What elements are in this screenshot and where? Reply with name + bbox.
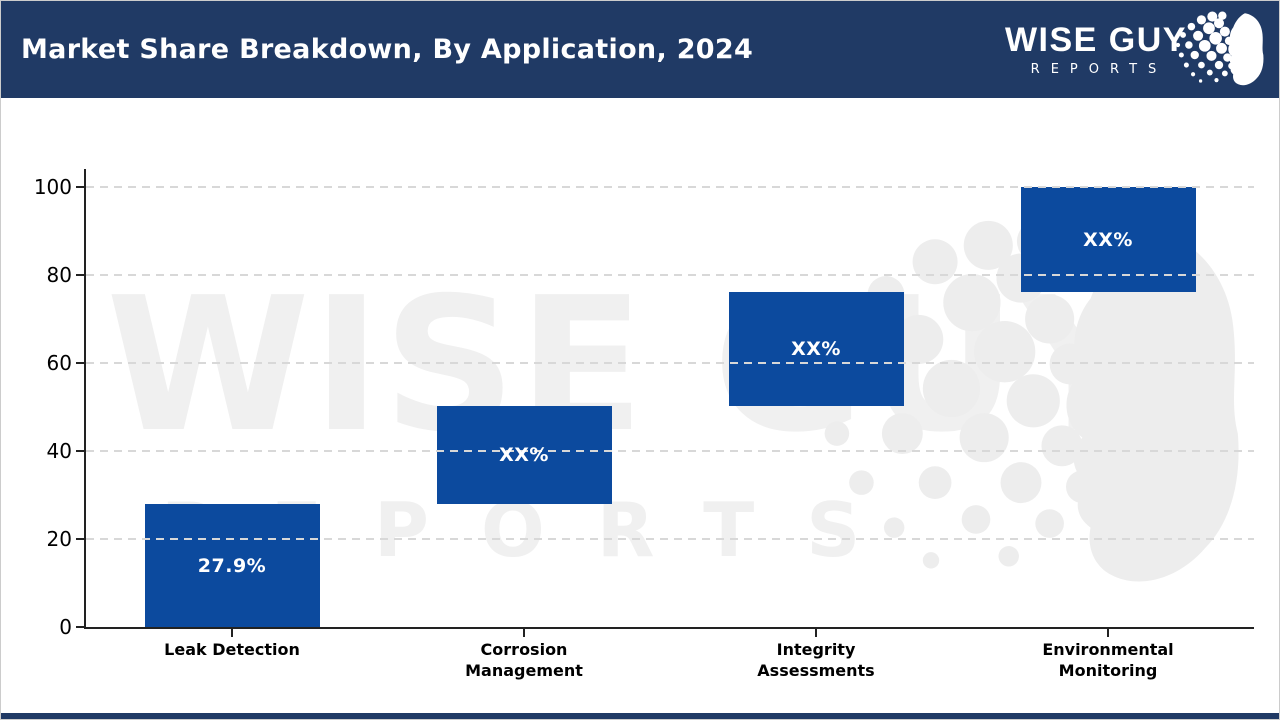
y-tick-label-40: 40 [46,439,72,463]
grid-layer [86,169,1254,627]
grid-line-100 [86,186,1254,188]
grid-line-80 [86,274,1254,276]
y-tick-label-60: 60 [46,351,72,375]
x-category-label-corrosion-management: Corrosion Management [465,640,583,680]
y-tick-mark-0 [76,626,84,628]
y-axis-line [84,169,86,629]
brand-logo: WISE GUY REPORTS [1005,11,1265,89]
x-axis-line [84,627,1254,629]
bar-value-label-corrosion-management: XX% [499,444,549,467]
brand-face-icon [1175,11,1264,85]
y-tick-mark-40 [76,450,84,452]
grid-line-20 [86,538,1254,540]
y-tick-mark-20 [76,538,84,540]
x-category-label-integrity-assessments: Integrity Assessments [757,640,875,680]
y-tick-mark-100 [76,186,84,188]
y-tick-label-100: 100 [33,175,72,199]
x-tick-mark-corrosion-management [523,629,525,637]
y-tick-mark-60 [76,362,84,364]
y-tick-mark-80 [76,274,84,276]
header-bar: Market Share Breakdown, By Application, … [1,1,1279,98]
grid-line-40 [86,450,1254,452]
brand-name: WISE GUY [1004,20,1187,59]
x-tick-mark-environmental-monitoring [1107,629,1109,637]
bar-corrosion-management [436,406,612,505]
y-tick-label-0: 0 [59,615,72,639]
x-tick-mark-integrity-assessments [815,629,817,637]
bar-value-label-leak-detection: 27.9% [197,554,267,577]
axes-layer: 0 20 40 60 80 100 Leak Detection Corrosion Mana… [34,169,1254,680]
x-category-label-environmental-monitoring: Environmental Monitoring [1042,640,1174,680]
grid-line-60 [86,362,1254,364]
plot-area: 27.9% XX% XX% XX% 0 20 40 60 80 100 Leak Detectio… [34,169,1254,680]
chart-area: WISE GUY REPORTS 27.9% XX% XX% XX% 0 20 40 60 8… [1,98,1279,713]
x-tick-mark-leak-detection [231,629,233,637]
brand-text: WISE GUY REPORTS [1005,23,1187,77]
brand-subtitle: REPORTS [1030,61,1168,77]
page-title: Market Share Breakdown, By Application, … [21,34,754,65]
bar-leak-detection [144,504,320,627]
footer-bar [1,713,1279,719]
x-category-label-leak-detection: Leak Detection [164,640,300,659]
y-tick-label-20: 20 [46,527,72,551]
y-tick-label-80: 80 [46,263,72,287]
